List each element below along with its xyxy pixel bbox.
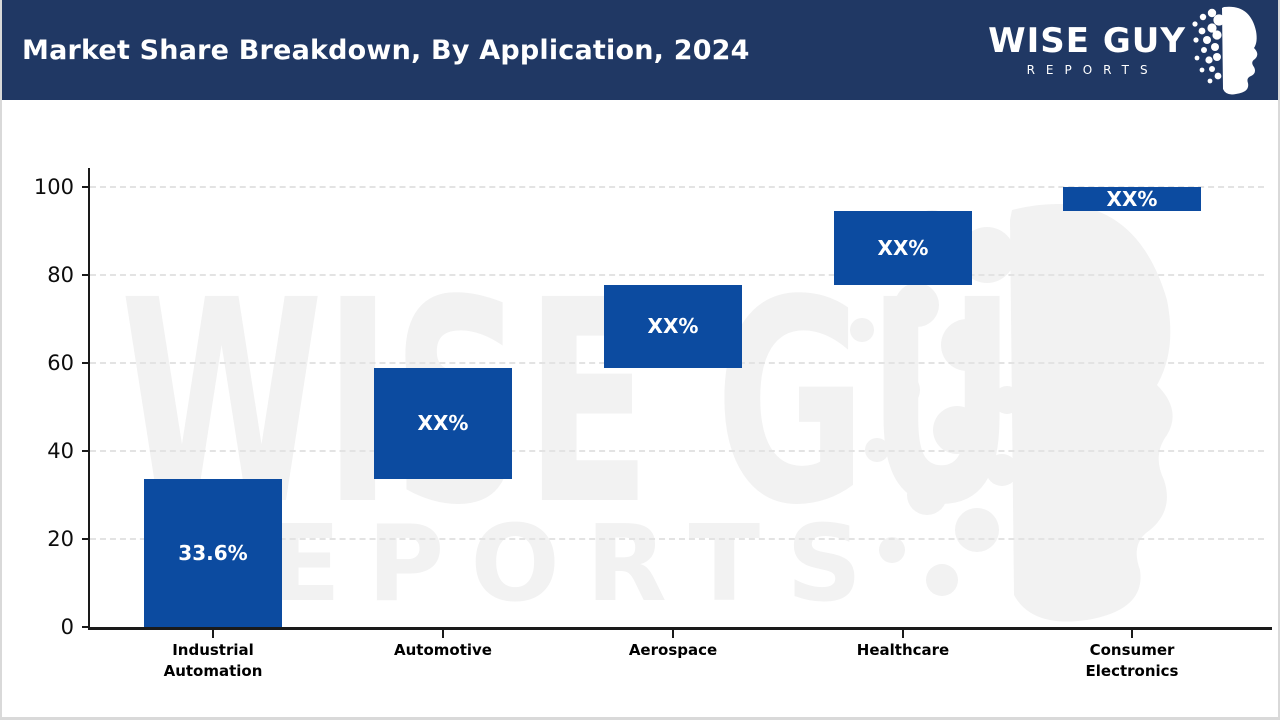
x-tick-healthcare [902,630,904,638]
logo-wordmark: WISE GUY [988,20,1186,61]
logo-subtitle: REPORTS [1026,62,1159,77]
bar-value-label-automotive: XX% [417,411,469,436]
x-tick-aerospace [672,630,674,638]
y-tick-100 [82,186,90,188]
logo-text: WISE GUY REPORTS [988,24,1186,77]
bar-value-label-consumer-electronics: XX% [1106,187,1158,212]
y-tick-40 [82,450,90,452]
x-tick-label-automotive: Automotive [394,641,492,659]
gridline-y20 [90,538,1264,540]
bar-automotive: XX% [374,367,512,480]
bar-value-label-aerospace: XX% [647,314,699,339]
bar-value-label-industrial-automation: 33.6% [178,541,248,566]
bar-industrial-automation: 33.6% [144,479,282,627]
x-axis-line [88,627,1272,630]
y-tick-label-80: 80 [47,263,74,287]
logo-head-icon [1192,6,1258,95]
gridline-y40 [90,450,1264,452]
y-tick-label-100: 100 [33,175,74,199]
y-tick-label-60: 60 [47,351,74,375]
x-tick-consumer-electronics [1131,630,1133,638]
header-bar: Market Share Breakdown, By Application, … [2,0,1278,100]
y-tick-label-40: 40 [47,439,74,463]
y-tick-label-0: 0 [60,615,74,639]
bar-healthcare: XX% [834,211,972,286]
x-tick-label-aerospace: Aerospace [628,641,718,659]
y-tick-20 [82,538,90,540]
x-tick-automotive [442,630,444,638]
wiseguy-logo: WISE GUY REPORTS [988,4,1262,96]
bar-aerospace: XX% [604,285,742,368]
x-tick-label-industrial-automation: Industrial Automation [163,641,263,680]
y-tick-80 [82,274,90,276]
y-tick-0 [82,626,90,628]
x-tick-label-healthcare: Healthcare [856,641,950,659]
y-tick-60 [82,362,90,364]
gridline-y80 [90,274,1264,276]
bar-value-label-healthcare: XX% [877,236,929,261]
gridline-y100 [90,186,1264,188]
x-tick-industrial-automation [212,630,214,638]
page-title: Market Share Breakdown, By Application, … [22,34,750,66]
x-tick-label-consumer-electronics: Consumer Electronics [1085,641,1179,680]
bar-consumer-electronics: XX% [1063,187,1201,212]
y-axis-spine [88,168,90,630]
y-tick-label-20: 20 [47,527,74,551]
